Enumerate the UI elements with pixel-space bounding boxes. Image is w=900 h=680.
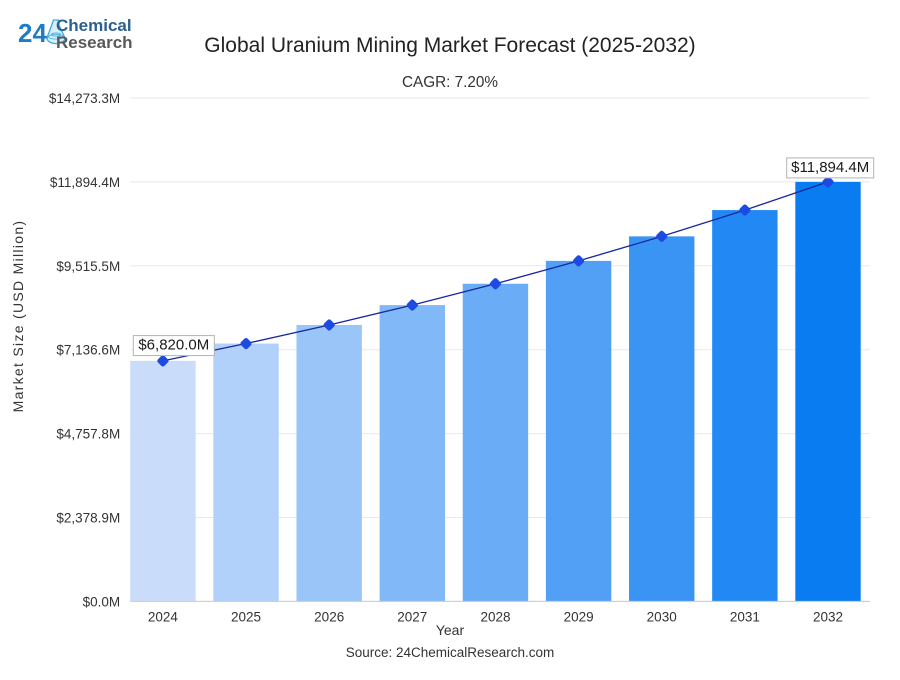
svg-text:$2,378.9M: $2,378.9M <box>56 511 120 526</box>
svg-text:$0.0M: $0.0M <box>83 594 121 609</box>
svg-text:$6,820.0M: $6,820.0M <box>138 337 209 354</box>
svg-text:$4,757.8M: $4,757.8M <box>56 427 120 442</box>
svg-text:$7,136.6M: $7,136.6M <box>56 343 120 358</box>
svg-text:$11,894.4M: $11,894.4M <box>50 175 120 190</box>
svg-text:$9,515.5M: $9,515.5M <box>56 259 120 274</box>
svg-text:$11,894.4M: $11,894.4M <box>791 159 869 176</box>
svg-text:$14,273.3M: $14,273.3M <box>49 91 120 106</box>
